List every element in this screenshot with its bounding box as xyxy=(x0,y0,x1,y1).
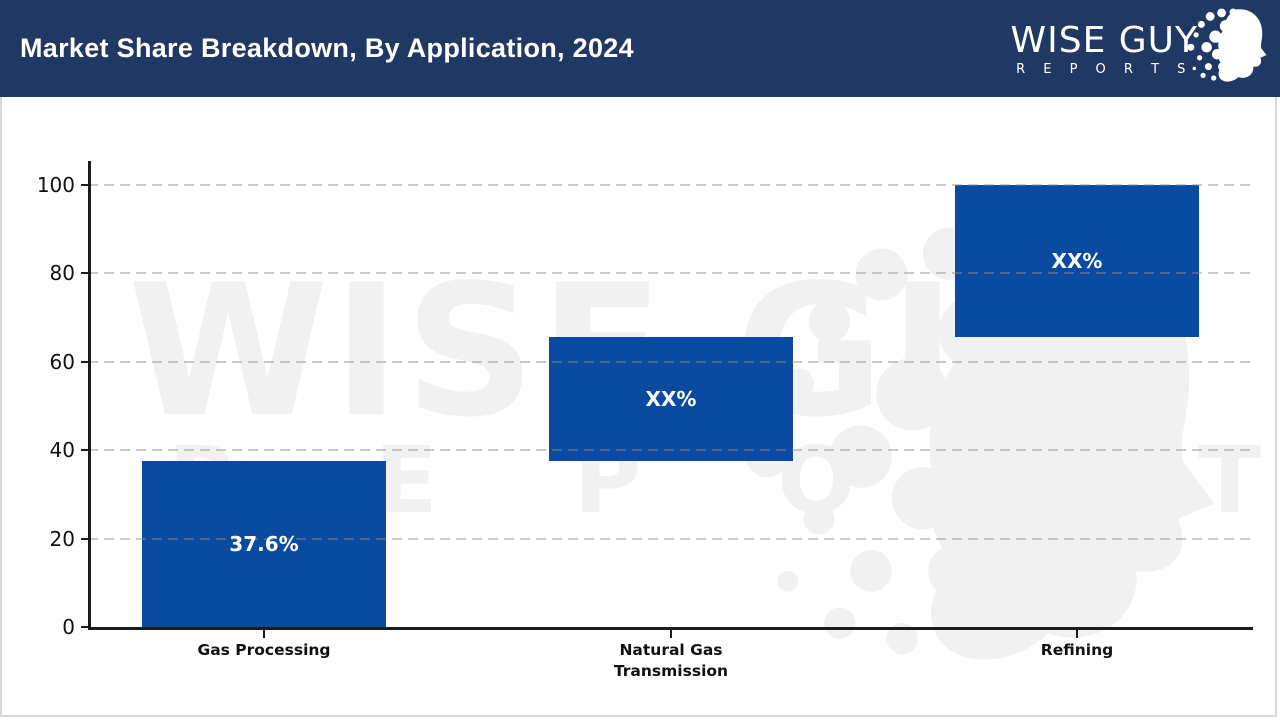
logo-reports-label: R E P O R T S xyxy=(1016,61,1193,77)
gridline-60 xyxy=(88,360,1253,363)
wise-guy-reports-logo: WISE GUY R E P O R T S xyxy=(1011,5,1270,93)
bar-value-label-1: XX% xyxy=(645,386,697,411)
header-bar: Market Share Breakdown, By Application, … xyxy=(0,0,1280,97)
bar-1 xyxy=(549,337,793,461)
y-axis-label-80: 80 xyxy=(49,261,75,286)
bar-2 xyxy=(955,185,1199,338)
bar-value-label-0: 37.6% xyxy=(229,531,299,556)
y-axis-tick-0 xyxy=(81,626,88,628)
logo-head-icon xyxy=(1182,5,1270,93)
y-axis-label-40: 40 xyxy=(49,438,75,463)
gridline-100 xyxy=(88,184,1253,186)
logo-brand-name: WISE GUY xyxy=(1010,19,1198,61)
page-title: Market Share Breakdown, By Application, … xyxy=(20,33,634,63)
x-axis-tick-2 xyxy=(1076,629,1078,638)
gridline-20 xyxy=(88,537,1253,540)
x-axis-category-label-0: Gas Processing xyxy=(197,641,331,659)
y-axis-label-20: 20 xyxy=(49,526,75,551)
y-axis-tick-100 xyxy=(81,184,88,186)
y-axis-line xyxy=(88,161,91,627)
bar-value-label-2: XX% xyxy=(1051,249,1103,274)
y-axis-label-60: 60 xyxy=(49,349,75,374)
x-axis-tick-1 xyxy=(670,629,672,638)
y-axis-label-100: 100 xyxy=(36,173,75,197)
x-axis-category-label-1: Natural Gas Transmission xyxy=(613,641,729,680)
y-axis-tick-60 xyxy=(81,360,88,363)
logo-text: WISE GUY R E P O R T S xyxy=(1010,19,1199,77)
x-axis-category-label-2: Refining xyxy=(1040,641,1114,659)
x-axis-tick-0 xyxy=(263,629,265,638)
x-axis-line xyxy=(88,627,1253,630)
y-axis-label-0: 0 xyxy=(62,615,75,639)
y-axis-tick-20 xyxy=(81,537,88,540)
gridline-80 xyxy=(88,272,1253,275)
y-axis-tick-40 xyxy=(81,449,88,452)
gridline-40 xyxy=(88,449,1253,452)
bar-0 xyxy=(142,460,386,627)
y-axis-tick-80 xyxy=(81,272,88,275)
